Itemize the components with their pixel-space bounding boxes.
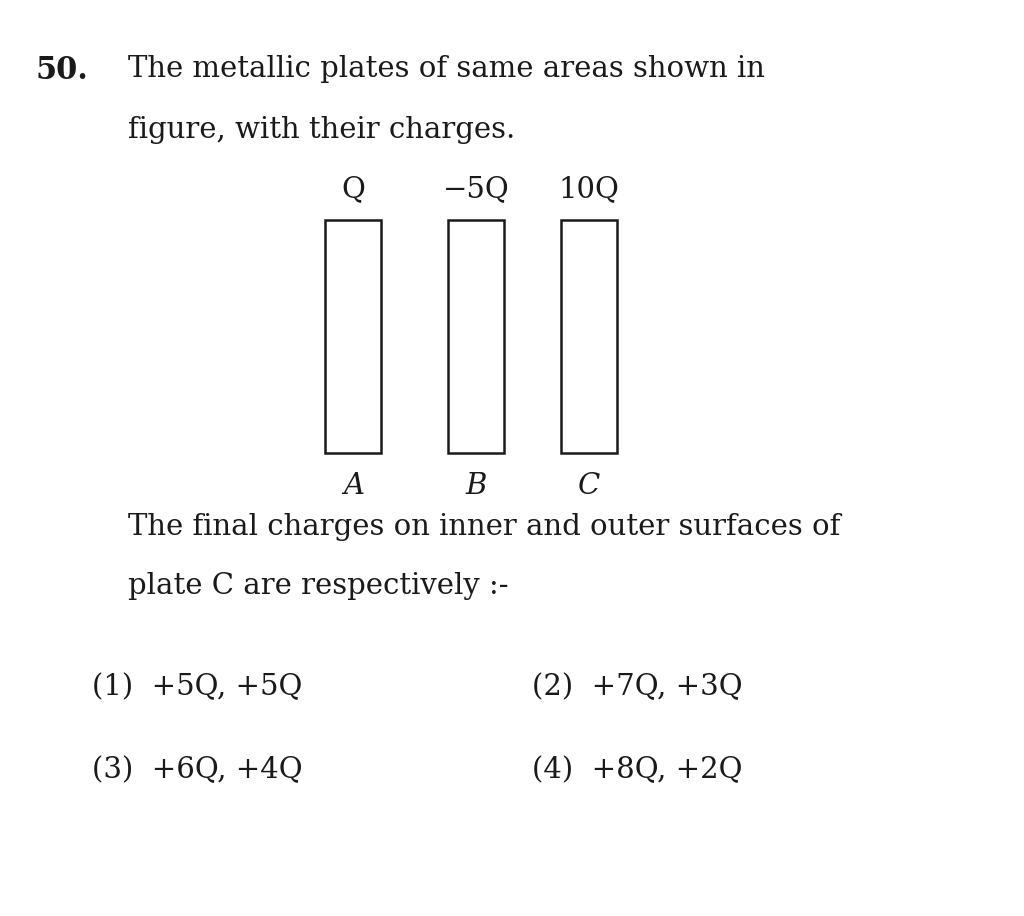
- Text: 10Q: 10Q: [558, 175, 620, 203]
- Text: (2)  +7Q, +3Q: (2) +7Q, +3Q: [532, 673, 743, 702]
- Text: The metallic plates of same areas shown in: The metallic plates of same areas shown …: [128, 55, 765, 83]
- Text: The final charges on inner and outer surfaces of: The final charges on inner and outer sur…: [128, 513, 841, 541]
- Text: B: B: [466, 472, 486, 500]
- Text: (4)  +8Q, +2Q: (4) +8Q, +2Q: [532, 756, 743, 784]
- Bar: [561, 220, 616, 453]
- Bar: [325, 220, 381, 453]
- Text: Q: Q: [341, 175, 366, 203]
- Text: (3)  +6Q, +4Q: (3) +6Q, +4Q: [92, 756, 303, 784]
- Text: C: C: [578, 472, 600, 500]
- Text: A: A: [343, 472, 364, 500]
- Bar: [449, 220, 504, 453]
- Text: 50.: 50.: [36, 55, 89, 86]
- Text: figure, with their charges.: figure, with their charges.: [128, 116, 515, 145]
- Text: plate C are respectively :-: plate C are respectively :-: [128, 572, 509, 601]
- Text: (1)  +5Q, +5Q: (1) +5Q, +5Q: [92, 673, 302, 702]
- Text: −5Q: −5Q: [442, 175, 510, 203]
